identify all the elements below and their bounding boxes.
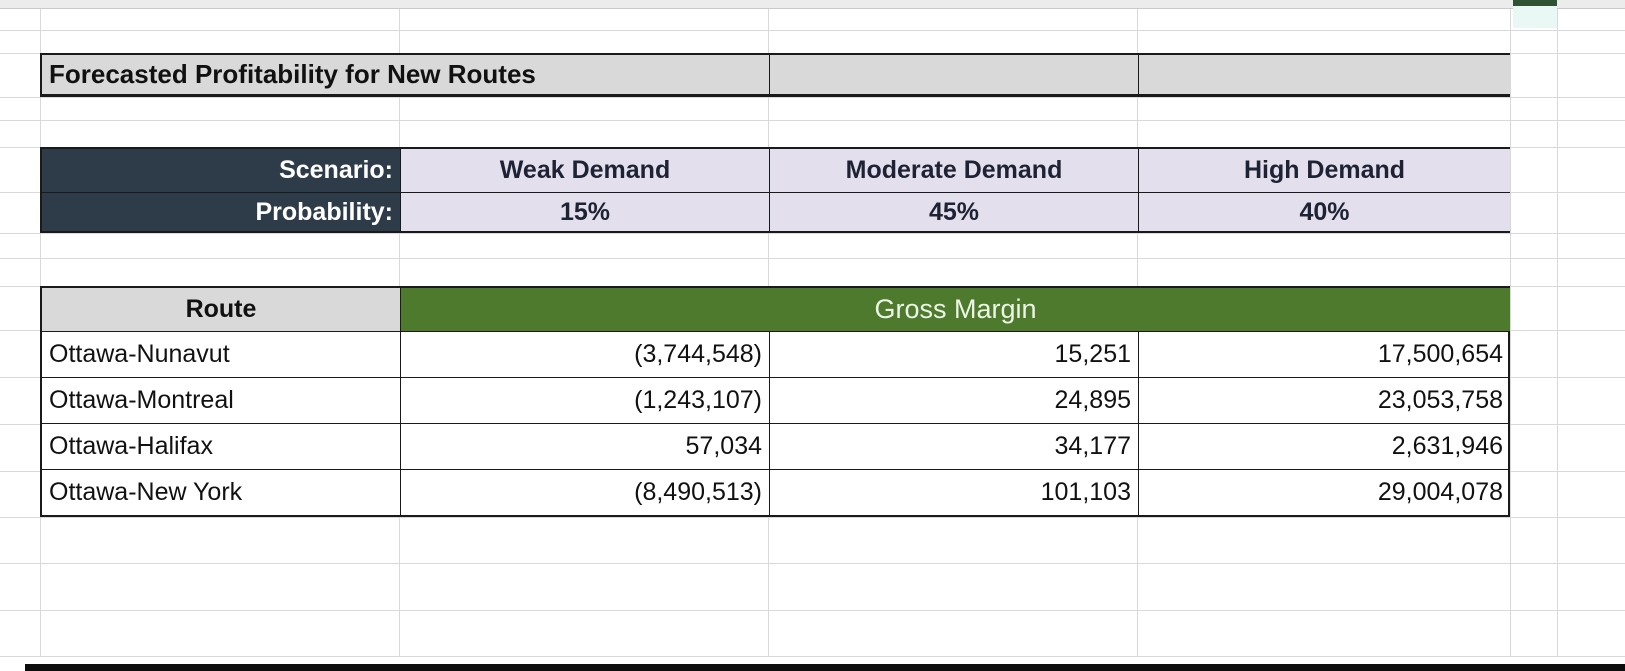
margin-weak-cell[interactable]: (3,744,548) [401,332,770,378]
row-gridline [0,563,1625,564]
title-row: Forecasted Profitability for New Routes [40,53,1510,97]
probability-weak-cell[interactable]: 15% [401,193,770,231]
sheet-title-cell[interactable]: Forecasted Profitability for New Routes [42,55,770,95]
scenario-weak-cell[interactable]: Weak Demand [401,149,770,193]
pale-cell-fragment [1513,6,1557,28]
margin-high-cell[interactable]: 2,631,946 [1139,424,1510,470]
probability-label-cell[interactable]: Probability: [42,193,401,231]
probability-high-cell[interactable]: 40% [1139,193,1510,231]
gross-margin-header[interactable]: Gross Margin [401,288,1510,332]
margin-high-cell[interactable]: 17,500,654 [1139,332,1510,378]
scenario-high-cell[interactable]: High Demand [1139,149,1510,193]
column-gridline [1557,0,1558,656]
margin-moderate-cell[interactable]: 101,103 [770,470,1139,515]
row-gridline [0,233,1625,234]
route-column-header[interactable]: Route [42,288,401,332]
row-gridline [0,517,1625,518]
scenario-table: Scenario: Weak Demand Moderate Demand Hi… [40,147,1510,233]
row-gridline [0,656,1625,657]
title-empty-cell-1[interactable] [770,55,1139,95]
margin-high-cell[interactable]: 29,004,078 [1377,478,1503,506]
margin-weak-cell[interactable]: 57,034 [401,424,770,470]
margin-weak-cell[interactable]: (1,243,107) [401,378,770,424]
scenario-moderate-cell[interactable]: Moderate Demand [770,149,1139,193]
scenario-label-cell[interactable]: Scenario: [42,149,401,193]
row-gridline [0,610,1625,611]
green-border-cell-fragment [1513,0,1557,6]
row-gridline [0,30,1625,31]
row-gridline [0,258,1625,259]
margin-moderate-cell[interactable]: 34,177 [770,424,1139,470]
margin-weak-cell[interactable]: (8,490,513) [401,470,770,515]
top-row-strip [0,0,1625,9]
route-name-cell[interactable]: Ottawa-Halifax [42,424,401,470]
title-empty-cell-2[interactable] [1139,55,1510,95]
margin-moderate-cell[interactable]: 15,251 [770,332,1139,378]
route-name-cell[interactable]: Ottawa-New York [42,470,401,515]
routes-table: Route Gross Margin Ottawa-Nunavut (3,744… [40,286,1510,517]
row-gridline [0,97,1625,98]
probability-moderate-cell[interactable]: 45% [770,193,1139,231]
margin-moderate-cell[interactable]: 24,895 [770,378,1139,424]
row-gridline [0,120,1625,121]
bottom-black-bar [25,664,1625,671]
route-name-cell[interactable]: Ottawa-Montreal [42,378,401,424]
route-name-cell[interactable]: Ottawa-Nunavut [42,332,401,378]
column-gridline [1510,0,1511,656]
margin-high-cell[interactable]: 23,053,758 [1139,378,1510,424]
